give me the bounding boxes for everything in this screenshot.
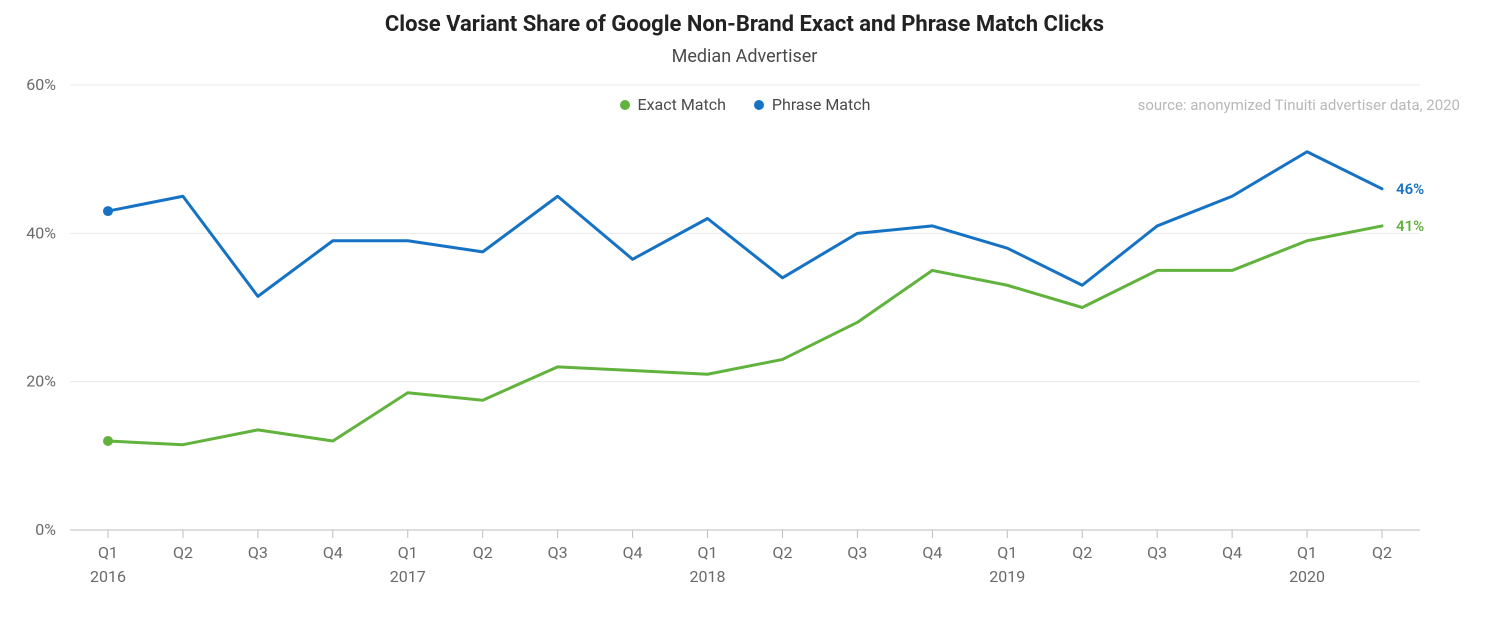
- x-tick-label: Q2: [772, 543, 792, 562]
- x-tick-label: Q1: [98, 543, 118, 562]
- x-tick-label: Q2: [473, 543, 493, 562]
- chart-title: Close Variant Share of Google Non-Brand …: [0, 12, 1489, 37]
- series-line: [108, 226, 1382, 445]
- x-tick-label: Q2: [1072, 543, 1092, 562]
- x-tick-label: Q3: [1147, 543, 1167, 562]
- chart-svg: 0%20%40%60%Q1Q2Q3Q4Q1Q2Q3Q4Q1Q2Q3Q4Q1Q2Q…: [70, 85, 1480, 610]
- x-tick-label: Q2: [173, 543, 193, 562]
- series-line: [108, 152, 1382, 297]
- y-tick-label: 20%: [26, 372, 56, 391]
- series-start-marker: [103, 436, 113, 446]
- x-tick-label: Q4: [1222, 543, 1242, 562]
- x-year-label: 2017: [390, 567, 426, 586]
- y-tick-label: 0%: [35, 520, 56, 539]
- x-year-label: 2018: [690, 567, 726, 586]
- x-tick-label: Q1: [1297, 543, 1317, 562]
- x-year-label: 2020: [1289, 567, 1325, 586]
- chart-subtitle: Median Advertiser: [0, 46, 1489, 67]
- y-tick-label: 40%: [26, 223, 56, 242]
- x-year-label: 2016: [90, 567, 126, 586]
- x-tick-label: Q4: [922, 543, 942, 562]
- x-tick-label: Q3: [548, 543, 568, 562]
- series-end-label: 46%: [1396, 180, 1424, 198]
- x-tick-label: Q2: [1372, 543, 1392, 562]
- chart-container: Close Variant Share of Google Non-Brand …: [0, 0, 1489, 623]
- x-tick-label: Q1: [997, 543, 1017, 562]
- x-tick-label: Q3: [248, 543, 268, 562]
- x-tick-label: Q1: [398, 543, 418, 562]
- x-tick-label: Q1: [698, 543, 718, 562]
- x-year-label: 2019: [989, 567, 1025, 586]
- x-tick-label: Q4: [323, 543, 343, 562]
- series-start-marker: [103, 206, 113, 216]
- x-tick-label: Q3: [847, 543, 867, 562]
- plot-area: 0%20%40%60%Q1Q2Q3Q4Q1Q2Q3Q4Q1Q2Q3Q4Q1Q2Q…: [70, 85, 1420, 610]
- x-tick-label: Q4: [623, 543, 643, 562]
- series-end-label: 41%: [1396, 217, 1424, 235]
- y-tick-label: 60%: [26, 75, 56, 94]
